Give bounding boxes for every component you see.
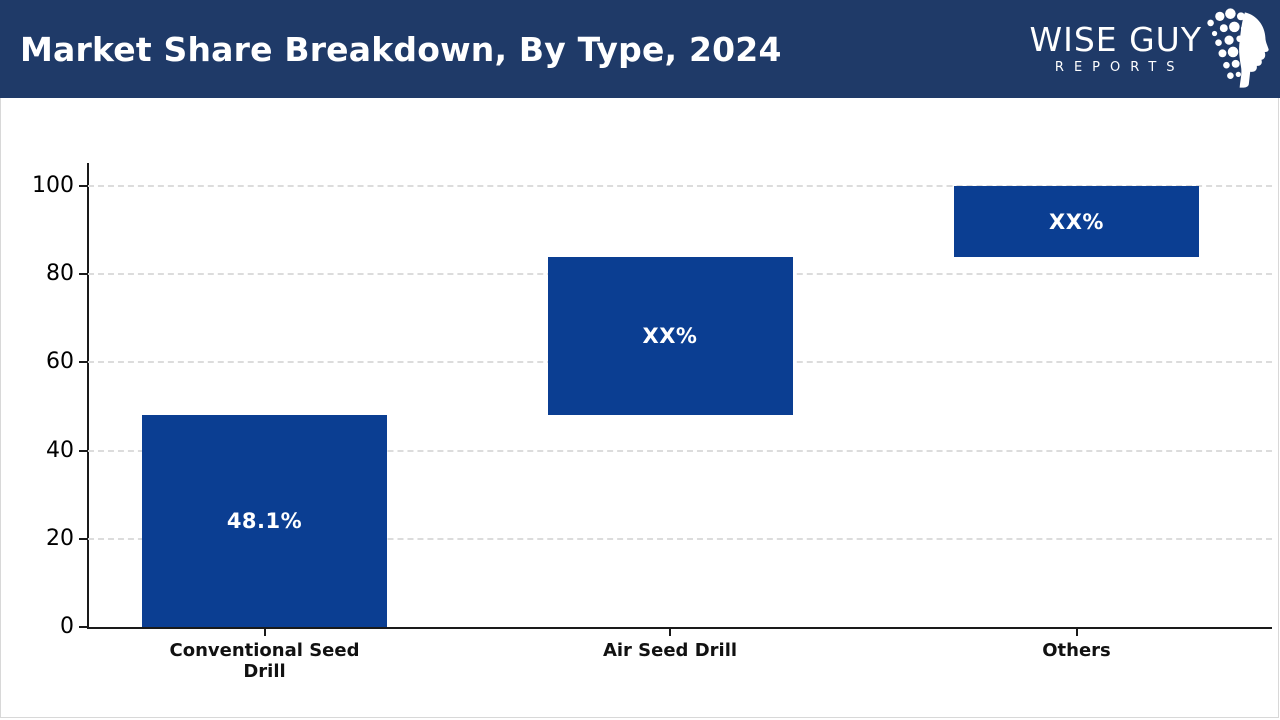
- y-tick-label: 0: [60, 614, 74, 639]
- wise-guy-reports-logo: WISE GUY REPORTS: [1029, 8, 1270, 88]
- x-category-label: Air Seed Drill: [602, 640, 738, 661]
- gridline-y40: [88, 449, 1272, 452]
- y-tick-label: 20: [46, 525, 74, 551]
- x-category-label: Conventional Seed Drill: [169, 640, 360, 682]
- bar-segment-3: XX%: [954, 186, 1199, 257]
- x-category-label: Others: [1042, 640, 1111, 661]
- y-tick-mark: [79, 185, 87, 187]
- logo-wordmark: WISE GUY: [1029, 20, 1202, 59]
- y-tick-label: 100: [32, 173, 74, 198]
- y-tick-mark: [79, 273, 87, 276]
- header-banner: Market Share Breakdown, By Type, 2024 WI…: [0, 0, 1280, 98]
- y-tick-mark: [79, 626, 87, 628]
- x-tick-mark: [669, 629, 671, 636]
- gridline-y20: [88, 537, 1272, 540]
- y-tick-label: 80: [46, 261, 74, 287]
- bar-segment-1: 48.1%: [142, 414, 387, 627]
- page-title: Market Share Breakdown, By Type, 2024: [20, 29, 782, 69]
- logo-text: WISE GUY REPORTS: [1029, 20, 1202, 76]
- y-tick-label: 40: [46, 437, 74, 463]
- y-tick-mark: [79, 361, 87, 364]
- bar-value-label: 48.1%: [226, 508, 303, 533]
- bar-value-label: XX%: [1049, 209, 1104, 234]
- y-tick-label: 60: [46, 349, 74, 375]
- x-axis-line: [87, 627, 1272, 629]
- bar-value-label: XX%: [642, 323, 698, 348]
- bar-segment-2: XX%: [547, 257, 793, 415]
- gridline-y100: [88, 185, 1272, 187]
- y-tick-mark: [79, 537, 87, 540]
- logo-reports-text: REPORTS: [1054, 60, 1185, 75]
- x-tick-mark: [263, 629, 266, 636]
- y-axis-line: [87, 163, 89, 629]
- x-tick-mark: [1075, 629, 1078, 636]
- logo-head-dots-icon: [1207, 8, 1269, 88]
- y-tick-mark: [79, 449, 87, 452]
